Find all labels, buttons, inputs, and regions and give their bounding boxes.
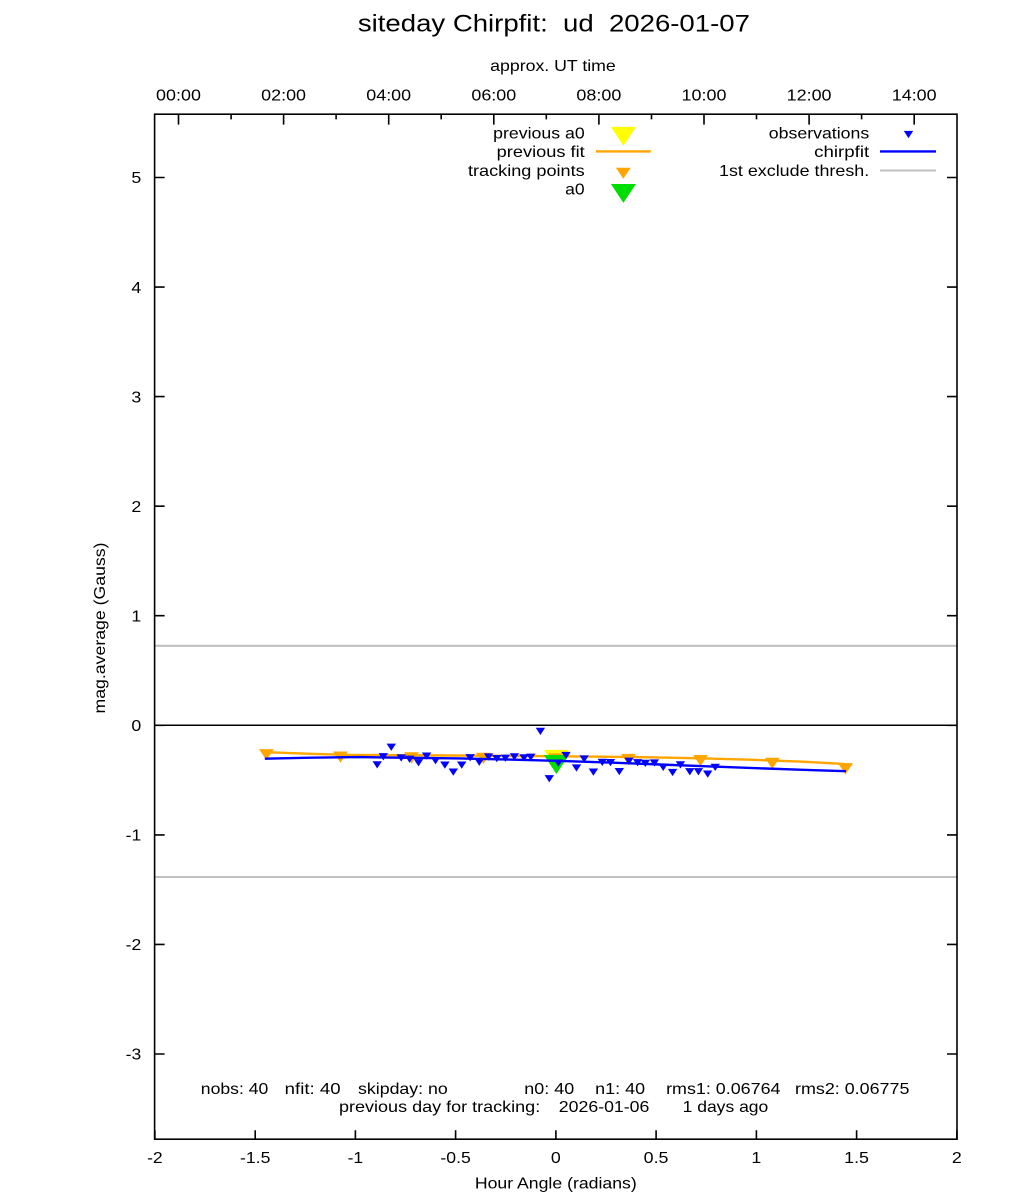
svg-text:1 days ago: 1 days ago bbox=[683, 1099, 769, 1116]
svg-text:4: 4 bbox=[131, 280, 141, 297]
svg-text:-0.5: -0.5 bbox=[440, 1150, 471, 1167]
svg-text:-2: -2 bbox=[147, 1150, 163, 1167]
svg-text:observations: observations bbox=[769, 125, 870, 142]
svg-text:2026-01-06: 2026-01-06 bbox=[559, 1099, 650, 1116]
svg-text:0.5: 0.5 bbox=[644, 1150, 669, 1167]
svg-text:-2: -2 bbox=[126, 937, 142, 954]
svg-text:10:00: 10:00 bbox=[682, 87, 727, 104]
svg-text:0: 0 bbox=[551, 1150, 561, 1167]
svg-text:tracking points: tracking points bbox=[468, 163, 585, 180]
svg-text:-1: -1 bbox=[126, 828, 142, 845]
svg-text:-1.5: -1.5 bbox=[240, 1150, 271, 1167]
svg-text:nfit: 40: nfit: 40 bbox=[285, 1081, 341, 1098]
svg-text:1.5: 1.5 bbox=[844, 1150, 869, 1167]
svg-text:2: 2 bbox=[952, 1150, 962, 1167]
svg-text:00:00: 00:00 bbox=[156, 87, 201, 104]
svg-text:-1: -1 bbox=[348, 1150, 364, 1167]
svg-text:1st exclude thresh.: 1st exclude thresh. bbox=[719, 163, 869, 180]
svg-text:nobs: 40: nobs: 40 bbox=[201, 1081, 269, 1098]
svg-text:04:00: 04:00 bbox=[366, 87, 411, 104]
svg-text:previous a0: previous a0 bbox=[493, 125, 585, 142]
svg-text:2: 2 bbox=[131, 499, 141, 516]
svg-text:a0: a0 bbox=[565, 182, 585, 199]
svg-text:08:00: 08:00 bbox=[576, 87, 621, 104]
svg-text:mag.average (Gauss): mag.average (Gauss) bbox=[92, 543, 109, 714]
svg-text:previous fit: previous fit bbox=[497, 144, 586, 161]
svg-text:n1: 40: n1: 40 bbox=[595, 1081, 645, 1098]
svg-text:14:00: 14:00 bbox=[892, 87, 937, 104]
svg-text:02:00: 02:00 bbox=[261, 87, 306, 104]
svg-text:chirpfit: chirpfit bbox=[814, 144, 870, 161]
svg-text:12:00: 12:00 bbox=[787, 87, 832, 104]
svg-text:siteday Chirpfit: ud 2026-01: siteday Chirpfit: ud 2026-01-07 bbox=[358, 11, 750, 38]
svg-text:rms1: 0.06764: rms1: 0.06764 bbox=[666, 1081, 781, 1098]
svg-text:06:00: 06:00 bbox=[471, 87, 516, 104]
svg-text:1: 1 bbox=[751, 1150, 761, 1167]
svg-text:5: 5 bbox=[131, 170, 141, 187]
svg-text:approx. UT time: approx. UT time bbox=[490, 58, 616, 75]
svg-text:1: 1 bbox=[131, 608, 141, 625]
svg-text:-3: -3 bbox=[126, 1047, 142, 1064]
svg-text:0: 0 bbox=[131, 718, 141, 735]
svg-text:n0: 40: n0: 40 bbox=[524, 1081, 574, 1098]
svg-text:rms2: 0.06775: rms2: 0.06775 bbox=[795, 1081, 910, 1098]
svg-text:3: 3 bbox=[131, 389, 141, 406]
svg-text:skipday: no: skipday: no bbox=[358, 1081, 448, 1098]
svg-text:previous day for tracking:: previous day for tracking: bbox=[339, 1099, 540, 1116]
svg-text:Hour Angle (radians): Hour Angle (radians) bbox=[475, 1176, 637, 1193]
